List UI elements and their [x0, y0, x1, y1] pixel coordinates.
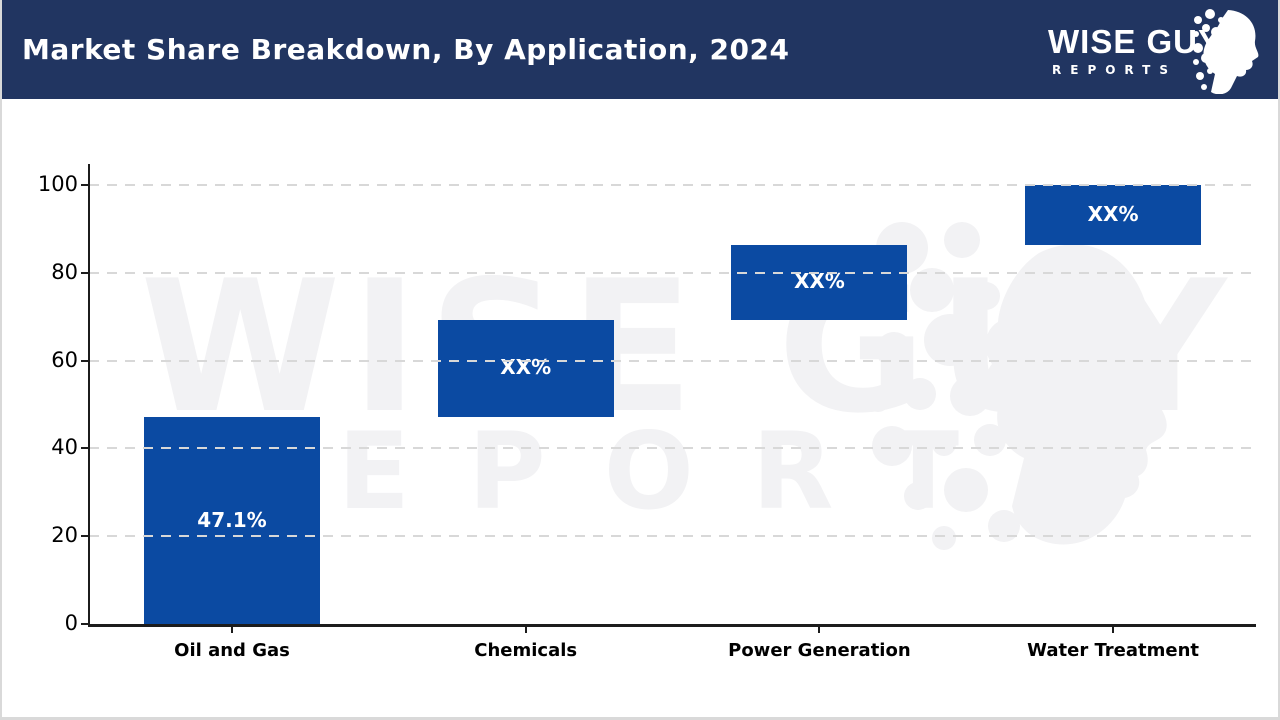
brand-logo: WISE GUY REPORTS — [1018, 6, 1268, 94]
y-tick-mark-0 — [81, 623, 89, 625]
gridline-20 — [89, 535, 1256, 538]
y-tick-mark-100 — [81, 184, 89, 186]
y-axis-line — [88, 164, 90, 626]
bar-value-label: XX% — [500, 355, 552, 380]
header-bar: Market Share Breakdown, By Application, … — [2, 0, 1278, 99]
gridline-100 — [89, 184, 1256, 186]
y-tick-label-80: 80 — [51, 259, 78, 284]
watermark-tagline-text: REPORTS — [198, 410, 1152, 533]
x-tick-label-3: Water Treatment — [1027, 640, 1200, 661]
y-tick-mark-20 — [81, 535, 89, 538]
y-tick-label-100: 100 — [37, 172, 78, 196]
x-tick-mark-3 — [1112, 624, 1115, 633]
y-tick-label-0: 0 — [64, 611, 78, 635]
y-tick-label-20: 20 — [51, 523, 78, 548]
x-tick-label-1: Chemicals — [474, 640, 578, 661]
brand-name: WISE GUY — [1048, 23, 1222, 60]
y-tick-label-60: 60 — [51, 347, 78, 372]
gridline-80 — [89, 271, 1256, 274]
bar-value-label: XX% — [1087, 202, 1139, 227]
bar-value-label: 47.1% — [197, 507, 267, 532]
bar-chemicals: XX% — [437, 319, 614, 418]
brand-logo-text: WISE GUY REPORTS — [1048, 23, 1222, 78]
y-tick-mark-80 — [81, 271, 89, 274]
y-tick-label-40: 40 — [51, 435, 78, 460]
x-tick-label-2: Power Generation — [728, 640, 911, 661]
bar-oil-and-gas: 47.1% — [144, 417, 320, 624]
bar-power-generation: XX% — [731, 245, 908, 320]
gridline-40 — [89, 447, 1256, 450]
x-tick-mark-2 — [818, 624, 821, 633]
x-axis-line — [88, 624, 1256, 627]
bar-water-treatment: XX% — [1025, 185, 1202, 246]
x-tick-label-0: Oil and Gas — [174, 640, 290, 661]
y-tick-mark-40 — [81, 447, 89, 450]
y-tick-mark-60 — [81, 359, 89, 362]
brand-head-icon — [1193, 9, 1259, 94]
x-tick-mark-0 — [231, 624, 233, 633]
x-tick-mark-1 — [524, 624, 527, 633]
page-title: Market Share Breakdown, By Application, … — [22, 33, 790, 66]
gridline-60 — [89, 359, 1256, 362]
brand-tagline: REPORTS — [1052, 63, 1177, 77]
